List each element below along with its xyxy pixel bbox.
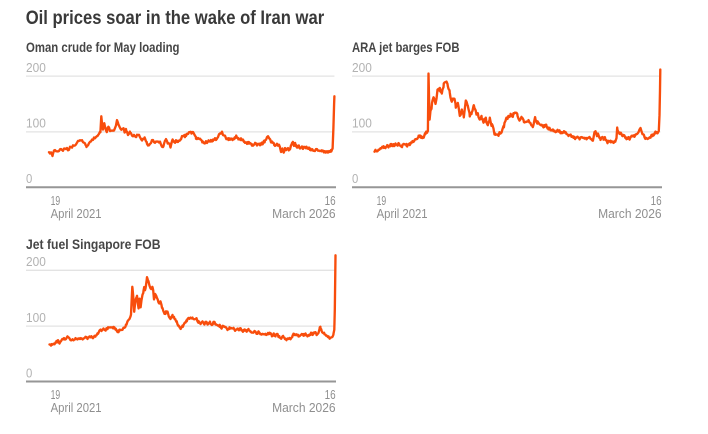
svg-text:16: 16 <box>651 194 662 208</box>
svg-text:100: 100 <box>26 117 46 131</box>
svg-text:March 2026: March 2026 <box>272 207 336 221</box>
svg-text:Oman crude for May loading: Oman crude for May loading <box>26 39 180 55</box>
svg-text:April 2021: April 2021 <box>51 207 102 221</box>
svg-text:19: 19 <box>377 194 387 208</box>
svg-text:0: 0 <box>26 172 32 186</box>
svg-text:16: 16 <box>325 194 336 208</box>
svg-text:200: 200 <box>26 255 46 269</box>
svg-text:Oil prices soar in the wake of: Oil prices soar in the wake of Iran war <box>26 8 325 29</box>
svg-text:April 2021: April 2021 <box>51 401 102 415</box>
svg-text:19: 19 <box>51 388 61 402</box>
svg-text:100: 100 <box>352 117 372 131</box>
svg-text:Jet fuel Singapore FOB: Jet fuel Singapore FOB <box>26 236 161 252</box>
svg-text:March 2026: March 2026 <box>598 207 662 221</box>
svg-text:200: 200 <box>26 61 46 75</box>
svg-text:200: 200 <box>352 61 372 75</box>
svg-text:19: 19 <box>51 194 61 208</box>
svg-text:April 2021: April 2021 <box>377 207 428 221</box>
svg-text:ARA jet barges FOB: ARA jet barges FOB <box>352 39 460 55</box>
svg-text:16: 16 <box>325 388 336 402</box>
svg-text:100: 100 <box>26 311 46 325</box>
svg-text:0: 0 <box>26 366 32 380</box>
svg-text:March 2026: March 2026 <box>272 401 336 415</box>
svg-text:0: 0 <box>352 172 358 186</box>
